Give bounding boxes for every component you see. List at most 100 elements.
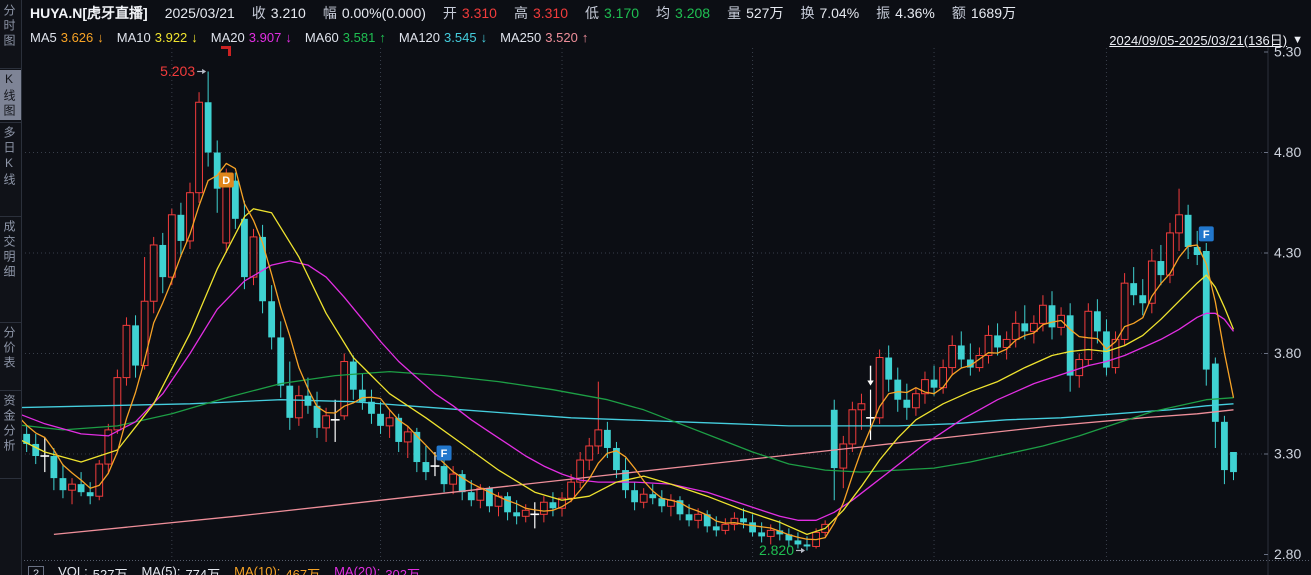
quote-field-换: 换 7.04% xyxy=(800,4,860,21)
candle-up xyxy=(167,214,176,278)
candle-down xyxy=(703,514,711,527)
candle-down xyxy=(177,214,185,241)
candle-down xyxy=(1184,214,1192,247)
candle-up xyxy=(1166,232,1174,276)
candle-up xyxy=(857,403,866,411)
candle-up xyxy=(385,417,394,427)
axis-tick-label: 3.80 xyxy=(1274,345,1301,361)
candle-down xyxy=(1139,295,1147,304)
sidebar-tab-分价表[interactable]: 分价表 xyxy=(2,326,16,371)
event-marker-f[interactable] xyxy=(436,445,452,461)
quote-field-均: 均 3.208 xyxy=(656,4,711,21)
sidebar-tab-资金分析[interactable]: 资金分析 xyxy=(2,394,16,454)
event-marker-label: D xyxy=(222,175,230,187)
candle-up xyxy=(403,431,412,443)
sidebar-divider xyxy=(0,478,21,479)
axis-tick-label: 3.30 xyxy=(1274,446,1301,462)
sidebar-divider xyxy=(0,390,21,391)
candle-down xyxy=(23,433,31,444)
axis-tick-label: 5.30 xyxy=(1274,44,1301,60)
ma-legend-item-ma5: MA5 3.626 ↓ xyxy=(30,29,104,45)
axis-tick-label: 4.80 xyxy=(1274,144,1301,160)
volume-stat-VOL: VOL: 527万 xyxy=(58,564,128,575)
event-marker-d[interactable] xyxy=(218,172,234,188)
candle-up xyxy=(195,101,203,194)
candle-up xyxy=(95,463,104,497)
candle-up xyxy=(294,395,303,419)
candle-down xyxy=(758,532,766,537)
candle-down xyxy=(1093,311,1101,332)
date-range-text[interactable]: 2024/09/05-2025/03/21(136日) xyxy=(1109,33,1288,48)
candle-up xyxy=(576,459,585,483)
sidebar-active-highlight xyxy=(0,70,21,120)
symbol-name[interactable]: HUYA.N[虎牙直播] xyxy=(30,4,148,21)
candle-down xyxy=(685,514,693,521)
ma-line-ma20 xyxy=(8,260,1235,521)
sidebar-divider xyxy=(0,216,21,217)
candle-down xyxy=(504,496,511,513)
candle-up xyxy=(730,517,739,525)
candle-down xyxy=(77,484,85,493)
candle-up xyxy=(948,344,957,369)
candle-down xyxy=(32,443,40,457)
ma-line-ma120 xyxy=(8,399,1234,427)
candle-up xyxy=(68,483,76,491)
ma-legend-item-ma10: MA10 3.922 ↓ xyxy=(116,29,198,45)
candle-up xyxy=(1039,304,1047,324)
candle-up xyxy=(249,236,258,278)
candle-down xyxy=(259,236,266,302)
candle-down xyxy=(213,152,221,189)
candle-down xyxy=(377,413,384,426)
candle-down xyxy=(440,466,448,485)
candle-down xyxy=(159,244,167,278)
candle-down xyxy=(313,405,321,428)
candle-down xyxy=(132,325,139,366)
candle-down xyxy=(613,447,620,471)
candle-up xyxy=(340,361,349,417)
candle-up xyxy=(1111,338,1120,369)
candle-down xyxy=(486,488,493,507)
candle-up xyxy=(122,324,131,379)
candle-down xyxy=(277,337,285,386)
candle-down xyxy=(1193,246,1201,256)
quote-date: 2025/03/21 xyxy=(164,4,235,21)
candle-down xyxy=(776,530,784,535)
event-marker-label: F xyxy=(1203,229,1210,241)
axis-tick-label: 2.80 xyxy=(1274,546,1301,562)
sidebar-tab-成交明细[interactable]: 成交明细 xyxy=(2,220,16,280)
candle-down xyxy=(603,429,611,448)
sidebar-tab-K线图[interactable]: K线图 xyxy=(2,72,16,119)
candle-up xyxy=(567,481,575,499)
volume-pane-header: 2 VOL: 527万 MA(5): 774万 MA(10): 467万 MA(20): 302… xyxy=(22,564,420,575)
event-marker-label: F xyxy=(441,448,448,460)
extreme-price-label: 5.203 xyxy=(160,63,195,79)
quote-field-收: 收 3.210 xyxy=(251,4,306,21)
candle-down xyxy=(658,498,666,507)
candle-down xyxy=(649,494,657,499)
date-range-selector[interactable]: 2024/09/05-2025/03/21(136日) ▼ xyxy=(1109,30,1303,49)
candle-up xyxy=(594,429,603,447)
candle-down xyxy=(50,456,58,479)
sidebar-tab-分时图[interactable]: 分时图 xyxy=(2,4,16,49)
event-marker-f[interactable] xyxy=(1198,226,1214,242)
candle-down xyxy=(549,502,557,509)
candle-down xyxy=(803,544,811,547)
volume-stat-MA10: MA(10): 467万 xyxy=(234,564,321,575)
ma-legend-item-ma60: MA60 3.581 ↑ xyxy=(304,29,386,45)
ma-line-ma60 xyxy=(8,370,1234,473)
quote-field-幅: 幅 0.00%(0.000) xyxy=(322,4,426,21)
candle-down xyxy=(1230,451,1237,473)
candle-down xyxy=(467,492,475,501)
left-tab-strip: 分时图 K线图多日K线成交明细分价表资金分析 xyxy=(0,0,22,575)
quote-field-额: 额 1689万 xyxy=(951,4,1017,21)
candle-down xyxy=(1066,315,1074,376)
candle-up xyxy=(1084,310,1093,361)
candle-up xyxy=(694,513,703,521)
dropdown-arrow-icon[interactable]: ▼ xyxy=(1292,33,1303,46)
candle-down xyxy=(1021,323,1029,332)
candle-down xyxy=(785,534,793,541)
red-flag-fragment xyxy=(228,46,231,56)
sidebar-tab-多日K线[interactable]: 多日K线 xyxy=(2,126,16,188)
